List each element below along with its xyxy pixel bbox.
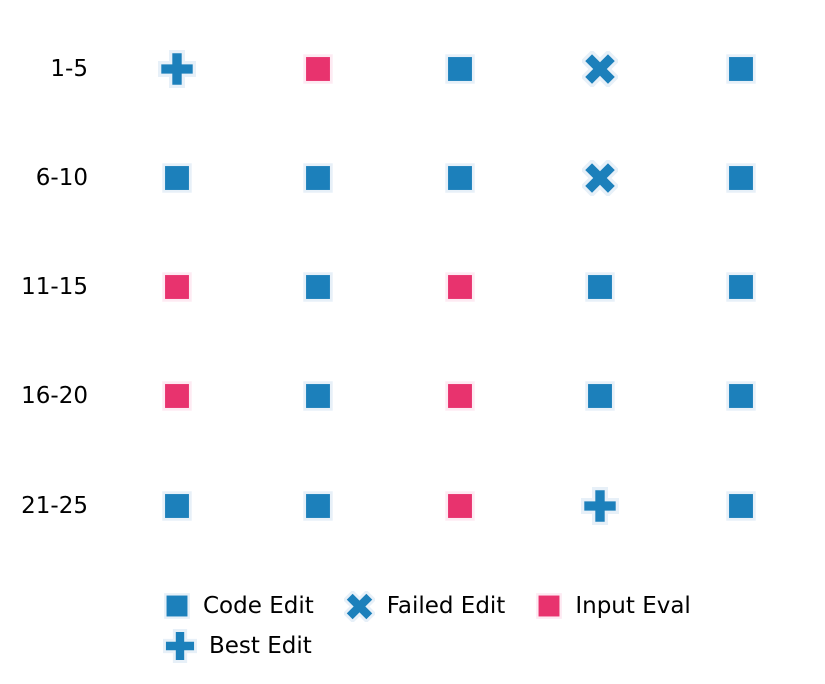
- marker-code-edit: [725, 380, 757, 412]
- legend-item-input-eval: Input Eval: [535, 592, 691, 620]
- marker-code-edit: [725, 490, 757, 522]
- legend-item-failed-edit: Failed Edit: [342, 589, 506, 623]
- marker-code-edit: [444, 53, 476, 85]
- best-edit-icon: [581, 487, 619, 525]
- marker-input-eval: [161, 271, 193, 303]
- code-edit-icon: [445, 163, 475, 193]
- code-edit-icon: [726, 272, 756, 302]
- best-edit-icon: [163, 629, 197, 663]
- code-edit-icon: [726, 491, 756, 521]
- code-edit-icon: [303, 163, 333, 193]
- chart-legend: Code Edit Failed Edit Input Eval Best Edit: [163, 586, 691, 666]
- marker-best-edit: [158, 50, 196, 88]
- marker-failed-edit: [580, 49, 620, 89]
- failed-edit-icon: [580, 158, 620, 198]
- code-edit-icon: [726, 163, 756, 193]
- marker-input-eval: [444, 380, 476, 412]
- legend-label: Input Eval: [575, 593, 691, 619]
- x-legend-icon: [342, 589, 377, 623]
- failed-edit-icon: [342, 589, 377, 623]
- code-edit-icon: [303, 381, 333, 411]
- code-edit-icon: [162, 163, 192, 193]
- marker-code-edit: [584, 380, 616, 412]
- marker-code-edit: [161, 162, 193, 194]
- row-label-21-25: 21-25: [21, 493, 88, 519]
- marker-code-edit: [584, 271, 616, 303]
- code-edit-icon: [303, 272, 333, 302]
- marker-input-eval: [161, 380, 193, 412]
- row-label-1-5: 1-5: [50, 56, 88, 82]
- legend-row: Code Edit Failed Edit Input Eval: [163, 586, 691, 626]
- row-label-6-10: 6-10: [35, 165, 88, 191]
- code-edit-icon: [303, 491, 333, 521]
- input-eval-icon: [162, 381, 192, 411]
- marker-best-edit: [581, 487, 619, 525]
- legend-item-code-edit: Code Edit: [163, 592, 314, 620]
- legend-label: Code Edit: [203, 593, 314, 619]
- marker-input-eval: [444, 490, 476, 522]
- marker-failed-edit: [580, 158, 620, 198]
- code-edit-icon: [164, 593, 190, 619]
- marker-code-edit: [725, 271, 757, 303]
- input-eval-icon: [536, 593, 563, 619]
- marker-input-eval: [302, 53, 334, 85]
- input-eval-icon: [445, 272, 475, 302]
- code-edit-icon: [726, 54, 756, 84]
- legend-label: Failed Edit: [386, 593, 506, 619]
- marker-code-edit: [302, 490, 334, 522]
- marker-code-edit: [302, 271, 334, 303]
- best-edit-icon: [158, 50, 196, 88]
- input-eval-icon: [303, 54, 333, 84]
- code-edit-icon: [162, 491, 192, 521]
- marker-code-edit: [161, 490, 193, 522]
- marker-code-edit: [725, 53, 757, 85]
- row-label-16-20: 16-20: [21, 383, 88, 409]
- marker-input-eval: [444, 271, 476, 303]
- failed-edit-icon: [580, 49, 620, 89]
- legend-label: Best Edit: [209, 633, 312, 659]
- code-edit-icon: [585, 272, 615, 302]
- legend-row: Best Edit: [163, 626, 691, 666]
- input-eval-icon: [162, 272, 192, 302]
- row-label-11-15: 11-15: [21, 274, 88, 300]
- legend-item-best-edit: Best Edit: [163, 629, 312, 663]
- marker-code-edit: [725, 162, 757, 194]
- code-edit-icon: [726, 381, 756, 411]
- code-edit-icon: [445, 54, 475, 84]
- square-legend-icon: [163, 592, 191, 620]
- code-edit-icon: [585, 381, 615, 411]
- input-eval-icon: [445, 491, 475, 521]
- square-legend-icon: [535, 592, 563, 620]
- marker-code-edit: [302, 162, 334, 194]
- plus-legend-icon: [163, 629, 197, 663]
- input-eval-icon: [445, 381, 475, 411]
- marker-code-edit: [302, 380, 334, 412]
- marker-code-edit: [444, 162, 476, 194]
